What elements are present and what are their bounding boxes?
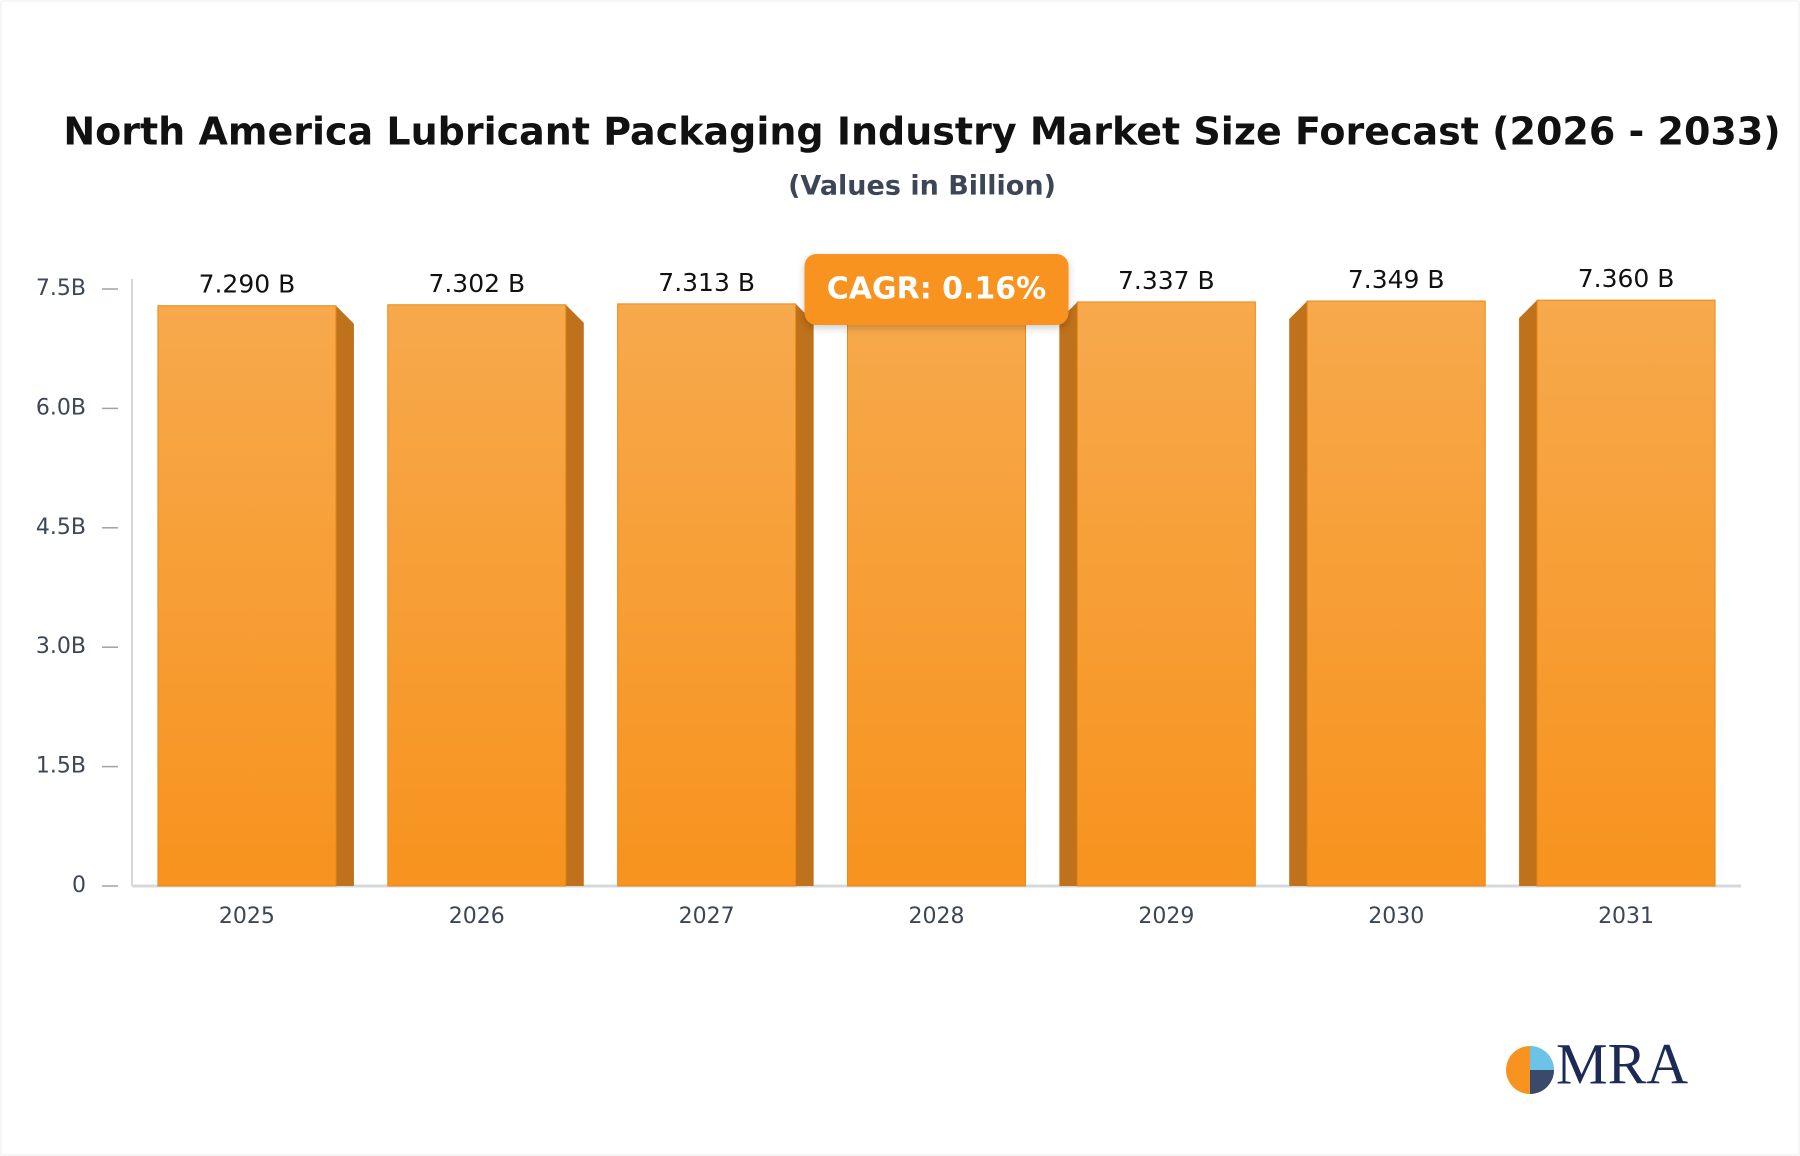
value-label: 7.337 B xyxy=(1118,266,1215,295)
logo: MRA xyxy=(1506,1031,1688,1096)
value-label: 7.290 B xyxy=(199,270,296,299)
annotation: CAGR: 0.16% xyxy=(827,272,1046,307)
annotation-box xyxy=(804,254,1069,325)
x-tick-label: 2030 xyxy=(1368,904,1424,929)
logo-icon-slice xyxy=(1530,1070,1554,1094)
y-tick-label: 6.0B xyxy=(36,395,86,420)
bar-side xyxy=(795,303,814,886)
chart-title: North America Lubricant Packaging Indust… xyxy=(63,110,1780,154)
x-tick-label: 2027 xyxy=(679,904,735,929)
bar xyxy=(1306,300,1486,887)
bar xyxy=(1076,301,1256,887)
y-tick-label: 1.5B xyxy=(36,754,86,779)
bar-side xyxy=(1289,301,1308,886)
x-tick-label: 2025 xyxy=(219,904,275,929)
bar-side xyxy=(1519,300,1538,886)
value-label: 7.302 B xyxy=(428,269,525,298)
logo-icon-slice xyxy=(1530,1046,1554,1070)
bar-side xyxy=(1059,301,1078,886)
y-tick-label: 0 xyxy=(72,873,86,898)
chart-subtitle: (Values in Billion) xyxy=(788,171,1056,202)
y-tick-label: 3.0B xyxy=(36,634,86,659)
x-tick-label: 2026 xyxy=(449,904,505,929)
x-tick-label: 2028 xyxy=(909,904,965,929)
plot-area: 0 1.5B 3.0B 4.5B 6.0B 7.5B 7.290 B 2025 7.302 B 2… xyxy=(36,254,1741,929)
y-tick-label: 7.5B xyxy=(36,276,86,301)
bar-side xyxy=(565,304,584,886)
bar xyxy=(617,303,797,887)
bar xyxy=(157,305,337,887)
value-label: 7.349 B xyxy=(1348,265,1445,294)
y-tick-label: 4.5B xyxy=(36,515,86,540)
logo-text: MRA xyxy=(1556,1031,1688,1096)
value-label: 7.313 B xyxy=(658,268,755,297)
value-label: 7.360 B xyxy=(1578,264,1675,293)
bar xyxy=(847,302,1026,887)
bar xyxy=(1536,299,1716,887)
x-tick-label: 2029 xyxy=(1138,904,1194,929)
x-tick-label: 2031 xyxy=(1598,904,1654,929)
bar xyxy=(387,304,567,887)
bar-side xyxy=(335,305,354,886)
